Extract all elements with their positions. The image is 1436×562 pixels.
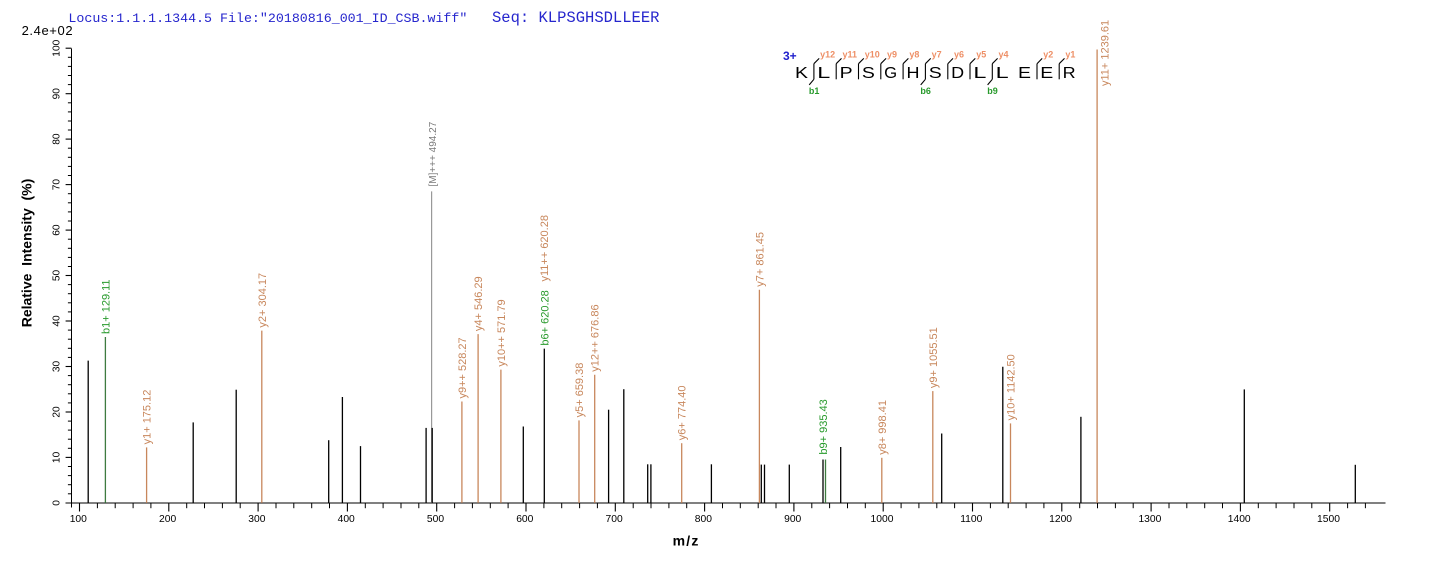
svg-text:y2: y2 [1043,50,1053,60]
svg-text:y4+ 546.29: y4+ 546.29 [473,276,485,331]
svg-text:600: 600 [516,514,533,525]
svg-text:m / z: m / z [673,533,699,549]
svg-text:y6: y6 [954,50,964,60]
svg-text:y12: y12 [820,50,835,60]
svg-text:90: 90 [52,88,63,100]
svg-text:y9: y9 [887,50,897,60]
svg-text:30: 30 [52,361,63,373]
svg-text:L: L [817,65,831,82]
svg-text:y5: y5 [976,50,986,60]
svg-text:1200: 1200 [1049,514,1072,525]
svg-text:100: 100 [70,514,87,525]
svg-text:700: 700 [606,514,623,525]
svg-text:G: G [884,65,897,82]
svg-text:b9+ 935.43: b9+ 935.43 [818,399,830,454]
svg-text:y10+ 1142.50: y10+ 1142.50 [1006,354,1018,420]
svg-text:y7+ 861.45: y7+ 861.45 [754,232,766,287]
svg-text:y1+ 175.12: y1+ 175.12 [142,390,154,445]
svg-text:70: 70 [52,179,63,191]
svg-text:20: 20 [52,406,63,418]
svg-text:y9++ 528.27: y9++ 528.27 [457,337,469,398]
svg-text:100: 100 [52,39,63,56]
svg-text:y1: y1 [1065,50,1075,60]
svg-text:H: H [907,65,920,82]
svg-text:y7: y7 [932,50,942,60]
svg-text:E: E [1018,65,1031,82]
svg-text:900: 900 [784,514,801,525]
svg-text:b6: b6 [920,86,931,96]
svg-text:P: P [840,65,853,82]
svg-text:S: S [862,65,875,82]
svg-text:y2+ 304.17: y2+ 304.17 [257,273,269,328]
svg-text:y11++ 620.28: y11++ 620.28 [539,215,551,281]
svg-text:y12++ 676.86: y12++ 676.86 [590,304,602,371]
svg-text:y6+ 774.40: y6+ 774.40 [677,385,689,440]
svg-text:D: D [951,65,964,82]
svg-text:200: 200 [159,514,176,525]
svg-text:300: 300 [248,514,265,525]
svg-text:2.4e+02: 2.4e+02 [22,23,74,38]
svg-text:3+: 3+ [783,49,797,63]
svg-text:R: R [1063,65,1076,82]
svg-text:L: L [973,65,987,82]
svg-text:E: E [1040,65,1053,82]
svg-text:y9+ 1055.51: y9+ 1055.51 [928,327,940,388]
svg-text:b1: b1 [809,86,820,96]
svg-text:Relative Intensity (%): Relative Intensity (%) [19,179,35,328]
svg-text:1000: 1000 [871,514,894,525]
svg-text:b9: b9 [987,86,998,96]
svg-text:400: 400 [338,514,355,525]
svg-text:y8: y8 [909,50,919,60]
svg-text:[M]+++ 494.27: [M]+++ 494.27 [428,121,439,186]
svg-text:1300: 1300 [1138,514,1161,525]
svg-text:K: K [795,65,809,82]
svg-text:y11: y11 [843,50,858,60]
svg-text:60: 60 [52,224,63,236]
svg-text:500: 500 [427,514,444,525]
svg-text:80: 80 [52,133,63,145]
svg-text:40: 40 [52,315,63,327]
svg-text:y8+ 998.41: y8+ 998.41 [877,400,889,455]
svg-text:Locus:1.1.1.1344.5 File:"20180: Locus:1.1.1.1344.5 File:"20180816_001_ID… [68,11,467,26]
svg-text:y10: y10 [865,50,880,60]
svg-text:50: 50 [52,270,63,282]
svg-text:L: L [996,65,1010,82]
svg-text:800: 800 [695,514,712,525]
svg-text:1400: 1400 [1228,514,1251,525]
svg-text:b1+ 129.11: b1+ 129.11 [100,279,112,334]
svg-text:1500: 1500 [1317,514,1340,525]
svg-text:y4: y4 [999,50,1009,60]
svg-text:1100: 1100 [960,514,982,525]
svg-text:b6+ 620.28: b6+ 620.28 [539,290,551,345]
svg-text:10: 10 [52,451,63,463]
svg-text:Seq: KLPSGHSDLLEER: Seq: KLPSGHSDLLEER [492,9,659,27]
svg-text:y10++ 571.79: y10++ 571.79 [496,299,508,366]
svg-text:S: S [929,65,942,82]
svg-text:y5+ 659.38: y5+ 659.38 [574,363,586,418]
svg-text:0: 0 [52,500,63,506]
svg-text:y11+ 1239.61: y11+ 1239.61 [1100,20,1112,86]
